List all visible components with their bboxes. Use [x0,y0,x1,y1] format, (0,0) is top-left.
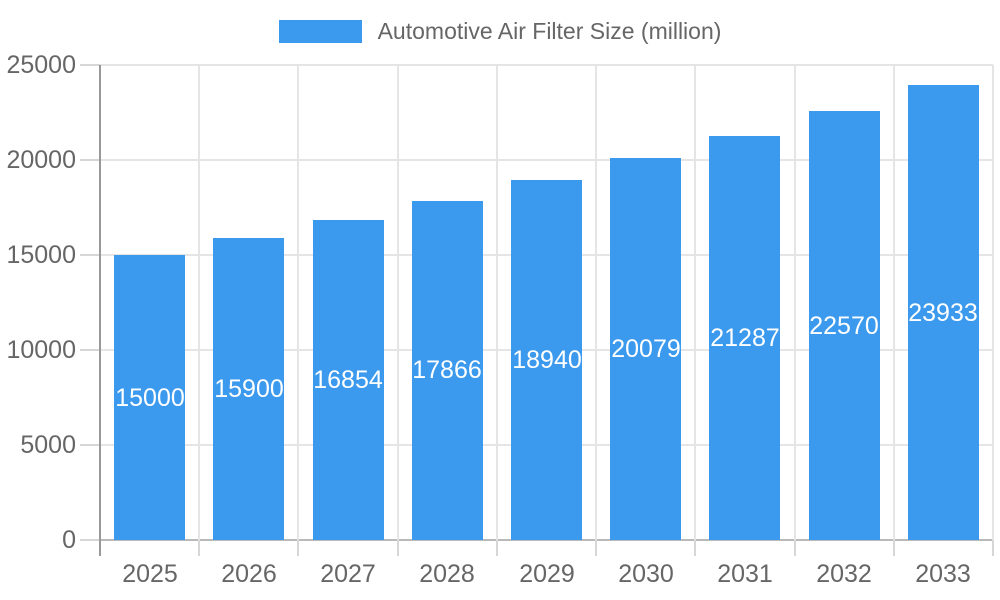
y-tick-label: 15000 [6,241,76,269]
x-tick-label: 2027 [320,560,376,588]
y-gridline [100,64,993,66]
x-tick-label: 2029 [519,560,575,588]
x-tick-label: 2030 [618,560,674,588]
y-tick-label: 0 [62,526,76,554]
x-gridline [297,65,300,540]
bar-2031[interactable] [709,135,780,540]
x-tick-mark [396,540,399,556]
y-tick-mark [80,159,100,161]
x-tick-label: 2031 [717,560,773,588]
x-tick-label: 2025 [122,560,178,588]
y-tick-mark [80,64,100,66]
legend-label: Automotive Air Filter Size (million) [377,18,722,44]
x-gridline [595,65,598,540]
x-gridline [198,65,201,540]
x-tick-mark [992,540,994,556]
x-gridline [495,65,498,540]
x-axis-baseline [100,539,993,541]
x-gridline [992,65,994,540]
x-tick-mark [694,540,697,556]
y-tick-mark [80,539,100,541]
x-gridline [694,65,697,540]
bar-2027[interactable] [313,219,384,540]
bar-2029[interactable] [511,180,582,540]
y-tick-mark [80,444,100,446]
x-tick-label: 2026 [221,560,277,588]
x-tick-label: 2028 [419,560,475,588]
x-tick-mark [198,540,201,556]
y-tick-label: 5000 [20,431,76,459]
x-tick-mark [793,540,796,556]
x-tick-label: 2033 [915,560,971,588]
legend-swatch [278,20,362,43]
x-tick-label: 2032 [816,560,872,588]
x-gridline [892,65,895,540]
bar-2030[interactable] [610,158,681,540]
x-tick-mark [495,540,498,556]
legend-item[interactable]: Automotive Air Filter Size (million) [0,20,1000,43]
x-gridline [793,65,796,540]
bar-2026[interactable] [213,237,284,540]
y-tick-label: 10000 [6,336,76,364]
y-tick-mark [80,254,100,256]
bar-2033[interactable] [908,85,979,540]
y-axis-line [99,65,101,556]
x-gridline [396,65,399,540]
y-tick-label: 25000 [6,51,76,79]
bar-2028[interactable] [412,200,483,540]
bar-2025[interactable] [114,255,185,540]
x-tick-mark [595,540,598,556]
bar-2032[interactable] [809,111,880,540]
y-tick-label: 20000 [6,146,76,174]
y-gridline [100,159,993,161]
x-tick-mark [297,540,300,556]
y-tick-mark [80,349,100,351]
x-tick-mark [892,540,895,556]
